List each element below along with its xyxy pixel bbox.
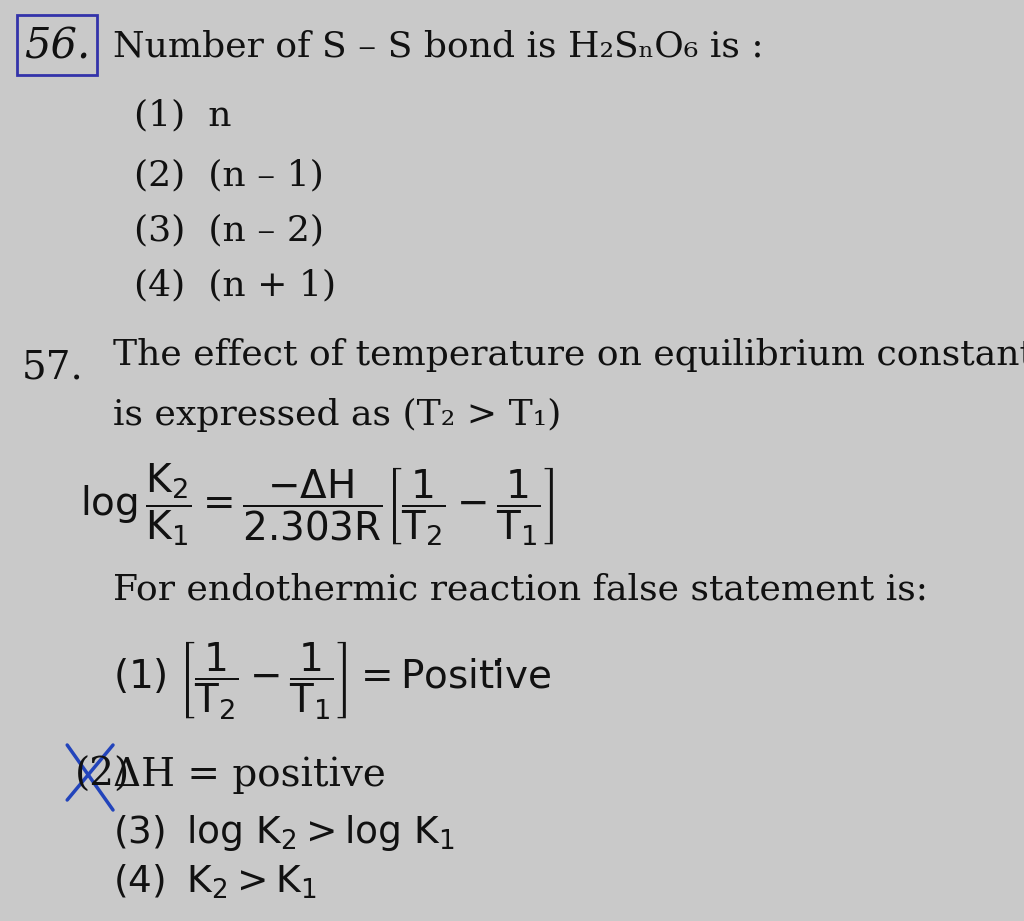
Text: $\log\dfrac{\mathrm{K}_2}{\mathrm{K}_1}=\dfrac{-\Delta\mathrm{H}}{2.303\mathrm{R: $\log\dfrac{\mathrm{K}_2}{\mathrm{K}_1}=… [80, 461, 555, 548]
Text: $(1)\;\left[\dfrac{1}{\mathrm{T}_2}-\dfrac{1}{\mathrm{T}_1}\right]= \mathrm{Posi: $(1)\;\left[\dfrac{1}{\mathrm{T}_2}-\dfr… [113, 639, 551, 721]
Bar [16, 15, 97, 75]
Text: ΔH = positive: ΔH = positive [113, 756, 386, 794]
Text: Number of S – S bond is H₂SₙO₆ is :: Number of S – S bond is H₂SₙO₆ is : [113, 30, 764, 64]
Text: The effect of temperature on equilibrium constant: The effect of temperature on equilibrium… [113, 338, 1024, 372]
Text: is expressed as (T₂ > T₁): is expressed as (T₂ > T₁) [113, 398, 561, 432]
Text: (3)  (n – 2): (3) (n – 2) [133, 213, 324, 247]
Text: (2): (2) [75, 756, 130, 794]
Text: $\cdot$: $\cdot$ [488, 643, 501, 687]
Text: (4)  (n + 1): (4) (n + 1) [133, 268, 336, 302]
Text: For endothermic reaction false statement is:: For endothermic reaction false statement… [113, 573, 928, 607]
Text: $(4)\;\;\mathrm{K}_2 > \mathrm{K}_1$: $(4)\;\;\mathrm{K}_2 > \mathrm{K}_1$ [113, 863, 316, 901]
Text: 56.: 56. [25, 26, 90, 68]
Text: 57.: 57. [22, 349, 83, 387]
Text: (2)  (n – 1): (2) (n – 1) [133, 158, 324, 192]
Text: $(3)\;\;\log\,\mathrm{K}_2 > \log\,\mathrm{K}_1$: $(3)\;\;\log\,\mathrm{K}_2 > \log\,\math… [113, 813, 455, 853]
Text: (1)  n: (1) n [133, 98, 231, 132]
